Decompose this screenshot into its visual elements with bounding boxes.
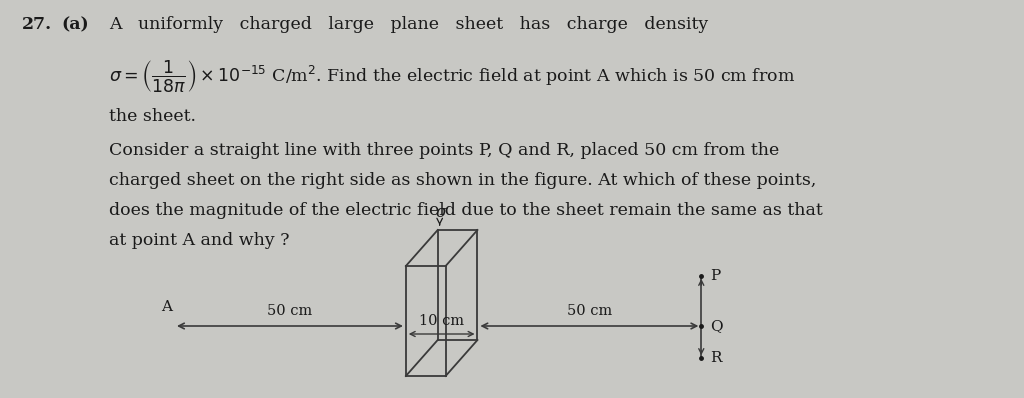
Text: R: R xyxy=(711,351,722,365)
Text: charged sheet on the right side as shown in the figure. At which of these points: charged sheet on the right side as shown… xyxy=(110,172,817,189)
Text: 50 cm: 50 cm xyxy=(566,304,612,318)
Text: 27.: 27. xyxy=(22,16,52,33)
Text: σ: σ xyxy=(436,204,447,221)
Text: 10 cm: 10 cm xyxy=(419,314,464,328)
Text: Consider a straight line with three points P, Q and R, placed 50 cm from the: Consider a straight line with three poin… xyxy=(110,142,779,159)
Text: $\sigma = \left(\dfrac{1}{18\pi}\right)\times 10^{-15}$ C/m$^{2}$. Find the elec: $\sigma = \left(\dfrac{1}{18\pi}\right)\… xyxy=(110,58,796,94)
Text: (a): (a) xyxy=(61,16,89,33)
Text: A   uniformly   charged   large   plane   sheet   has   charge   density: A uniformly charged large plane sheet ha… xyxy=(110,16,709,33)
Text: the sheet.: the sheet. xyxy=(110,108,197,125)
Text: Q: Q xyxy=(711,319,723,333)
Text: 50 cm: 50 cm xyxy=(267,304,312,318)
Text: P: P xyxy=(711,269,721,283)
Text: at point A and why ?: at point A and why ? xyxy=(110,232,290,249)
Text: A: A xyxy=(161,300,172,314)
Text: does the magnitude of the electric field due to the sheet remain the same as tha: does the magnitude of the electric field… xyxy=(110,202,823,219)
